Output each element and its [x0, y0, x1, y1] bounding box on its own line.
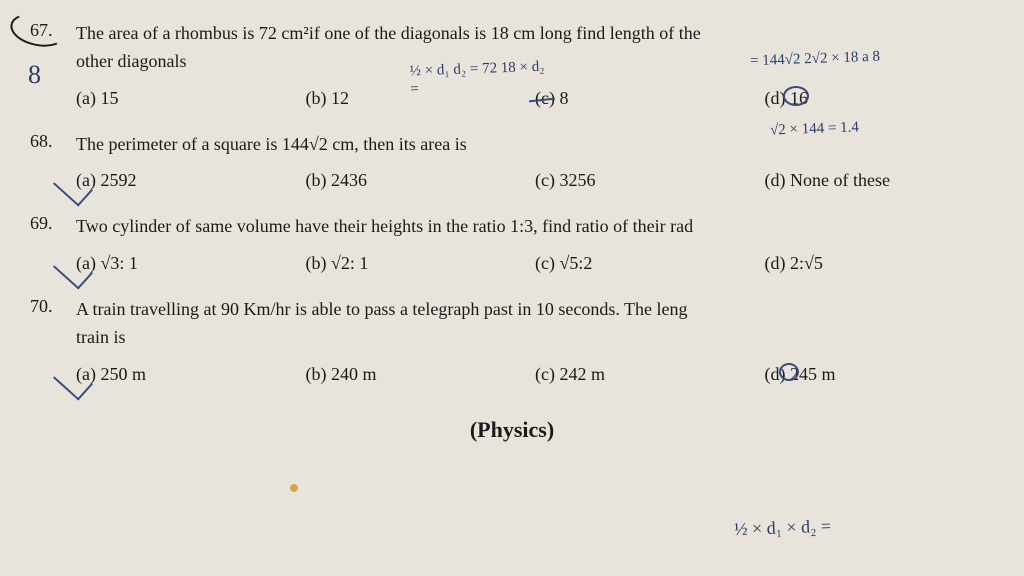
- option-b: (b) 2436: [306, 166, 536, 195]
- option-d: (d) 245 m: [765, 360, 995, 389]
- option-d: (d) None of these: [765, 166, 995, 195]
- section-heading-physics: (Physics): [30, 417, 994, 443]
- pen-circle-icon: [779, 363, 799, 381]
- option-c: (c) √5:2: [535, 249, 765, 278]
- question-number: 68.: [30, 131, 72, 152]
- question-70: 70. A train travelling at 90 Km/hr is ab…: [30, 296, 994, 389]
- question-text: The area of a rhombus is 72 cm²if one of…: [76, 20, 990, 48]
- option-a: (a) 2592: [76, 166, 306, 195]
- question-text-cont: train is: [76, 324, 994, 352]
- option-b: (b) √2: 1: [306, 249, 536, 278]
- question-68: 68. The perimeter of a square is 144√2 c…: [30, 131, 994, 196]
- question-number: 69.: [30, 213, 72, 234]
- pen-circle-icon: [783, 86, 809, 106]
- option-c: (c) 242 m: [535, 360, 765, 389]
- handwriting-work-4: ½ × d₁ × d₂ =: [734, 513, 915, 541]
- options-row: (a) 2592 (b) 2436 (c) 3256 (d) None of t…: [76, 166, 994, 195]
- question-69: 69. Two cylinder of same volume have the…: [30, 213, 994, 278]
- option-d: (d) 2:√5: [765, 249, 995, 278]
- option-a: (a) √3: 1: [76, 249, 306, 278]
- options-row: (a) √3: 1 (b) √2: 1 (c) √5:2 (d) 2:√5: [76, 249, 994, 278]
- question-number: 70.: [30, 296, 72, 317]
- option-d-label: (d) 245 m: [765, 364, 836, 384]
- exam-page: 8 67. The area of a rhombus is 72 cm²if …: [30, 20, 994, 556]
- question-text: A train travelling at 90 Km/hr is able t…: [76, 296, 990, 324]
- option-a: (a) 250 m: [76, 360, 306, 389]
- question-number: 67.: [30, 20, 72, 41]
- option-c: (c) 8: [535, 84, 765, 113]
- yellow-dot-icon: [290, 484, 298, 492]
- option-a: (a) 15: [76, 84, 306, 113]
- question-text: Two cylinder of same volume have their h…: [76, 213, 990, 241]
- handwriting-work-1: ½ × d₁ d₂ = 72 18 × d₂ =: [409, 58, 550, 99]
- option-d: (d) 16: [765, 84, 995, 113]
- option-c: (c) 3256: [535, 166, 765, 195]
- option-b: (b) 240 m: [306, 360, 536, 389]
- options-row: (a) 250 m (b) 240 m (c) 242 m (d) 245 m: [76, 360, 994, 389]
